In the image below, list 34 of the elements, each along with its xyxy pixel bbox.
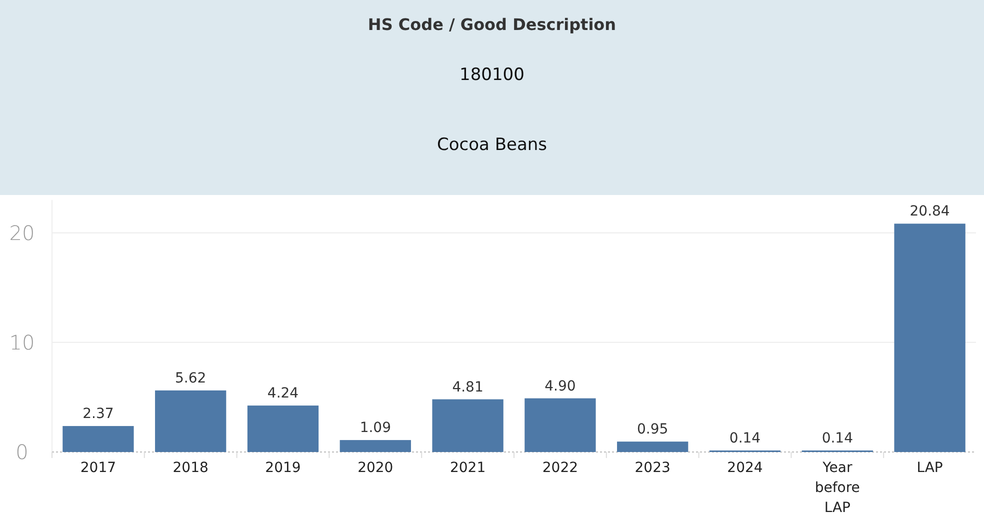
data-label: 4.24 — [267, 386, 299, 402]
y-tick-label: 20 — [9, 220, 35, 245]
data-label: 0.95 — [637, 422, 668, 438]
y-tick-label: 0 — [16, 440, 28, 464]
bar — [247, 406, 319, 452]
x-tick-label: 2022 — [542, 460, 578, 476]
x-tick-label: 2019 — [265, 460, 301, 476]
y-tick-label: 10 — [9, 330, 35, 354]
bar — [617, 442, 688, 452]
x-tick-label: 2020 — [358, 460, 394, 476]
x-tick-label: Year before LAP — [814, 460, 860, 516]
bar — [432, 399, 504, 452]
data-label: 0.14 — [822, 430, 854, 446]
data-label: 5.62 — [175, 370, 206, 386]
bar — [340, 440, 411, 452]
text: Cocoa Beans — [436, 135, 548, 155]
x-tick-label: 2023 — [634, 460, 670, 476]
x-tick-label: LAP — [916, 460, 943, 476]
data-label: 4.90 — [544, 378, 576, 394]
x-tick-label: 2018 — [172, 460, 208, 476]
x-tick-label: 2024 — [727, 460, 763, 476]
bar — [524, 398, 596, 452]
chart-subtitle: 180100 — [460, 65, 524, 85]
bar — [62, 426, 134, 452]
x-tick-label: 2021 — [450, 460, 486, 476]
bar — [894, 224, 966, 452]
chart-title: HS Code / Good Description — [368, 15, 616, 34]
data-label: 0.14 — [729, 430, 761, 446]
x-tick-label: 2017 — [80, 460, 116, 476]
bar — [155, 390, 226, 452]
data-label: 20.84 — [910, 204, 950, 220]
data-label: 2.37 — [82, 406, 114, 422]
data-label: 1.09 — [360, 420, 391, 436]
data-label: 4.81 — [452, 379, 484, 396]
